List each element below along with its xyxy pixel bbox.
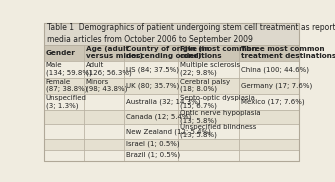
Text: Adult
(126; 56.3%): Adult (126; 56.3%) [86, 62, 131, 76]
Bar [239, 94, 299, 110]
Text: Gender: Gender [46, 50, 76, 56]
Text: Country of origin (in
descending order): Country of origin (in descending order) [126, 46, 209, 59]
Bar [178, 150, 239, 161]
Bar [44, 78, 84, 94]
Text: Age (adult
versus minor): Age (adult versus minor) [86, 46, 143, 59]
Bar [124, 150, 178, 161]
Text: Multiple sclerosis
(22; 9.8%): Multiple sclerosis (22; 9.8%) [180, 62, 240, 76]
Bar [239, 139, 299, 150]
Text: Australia (32; 14.3%): Australia (32; 14.3%) [126, 99, 200, 105]
Text: Optic nerve hypoplasia
(13; 5.8%): Optic nerve hypoplasia (13; 5.8%) [180, 110, 261, 124]
Text: Male
(134; 59.8%): Male (134; 59.8%) [46, 62, 91, 76]
Bar [44, 94, 84, 110]
Bar [239, 78, 299, 94]
Bar [84, 150, 124, 161]
Bar [84, 78, 124, 94]
Text: China (100; 44.6%): China (100; 44.6%) [241, 66, 309, 73]
Text: Canada (12; 5.4%): Canada (12; 5.4%) [126, 114, 191, 120]
Bar [44, 139, 84, 150]
Text: Mexico (17; 7.6%): Mexico (17; 7.6%) [241, 99, 304, 105]
Bar [239, 124, 299, 139]
Bar [84, 94, 124, 110]
Bar [84, 45, 124, 62]
Text: Female
(87; 38.8%): Female (87; 38.8%) [46, 79, 87, 92]
Text: Septo-optic dysplasia
(15; 6.7%): Septo-optic dysplasia (15; 6.7%) [180, 95, 255, 109]
Text: Five most common
conditions: Five most common conditions [180, 46, 257, 59]
Text: Unspecified blindness
(13; 5.8%): Unspecified blindness (13; 5.8%) [180, 124, 257, 138]
Bar [44, 45, 84, 62]
Text: Minors
(98; 43.8%): Minors (98; 43.8%) [86, 79, 127, 92]
Bar [178, 78, 239, 94]
Bar [178, 124, 239, 139]
Bar [178, 110, 239, 124]
Bar [44, 124, 84, 139]
Bar [84, 62, 124, 78]
Bar [239, 62, 299, 78]
Text: Three most common
treatment destinations: Three most common treatment destinations [241, 46, 335, 59]
Bar [124, 94, 178, 110]
Bar [178, 45, 239, 62]
Bar [124, 124, 178, 139]
Bar [44, 62, 84, 78]
Text: Israel (1; 0.5%): Israel (1; 0.5%) [126, 141, 179, 147]
Text: Brazil (1; 0.5%): Brazil (1; 0.5%) [126, 152, 180, 158]
Bar [84, 124, 124, 139]
Bar [84, 110, 124, 124]
Bar [44, 23, 299, 45]
Bar [124, 62, 178, 78]
Bar [44, 150, 84, 161]
Text: UK (80; 35.7%): UK (80; 35.7%) [126, 82, 179, 89]
Text: Unspecified
(3; 1.3%): Unspecified (3; 1.3%) [46, 95, 87, 109]
Text: US (84; 37.5%): US (84; 37.5%) [126, 66, 179, 73]
Bar [178, 94, 239, 110]
Bar [239, 45, 299, 62]
Text: Germany (17; 7.6%): Germany (17; 7.6%) [241, 82, 312, 89]
Bar [239, 110, 299, 124]
Bar [124, 110, 178, 124]
Text: Cerebral palsy
(18; 8.0%): Cerebral palsy (18; 8.0%) [180, 79, 230, 92]
Bar [84, 139, 124, 150]
Bar [44, 110, 84, 124]
Bar [239, 150, 299, 161]
Bar [124, 45, 178, 62]
Bar [124, 139, 178, 150]
Text: Table 1  Demographics of patient undergoing stem cell treatment as reported in n: Table 1 Demographics of patient undergoi… [47, 23, 335, 44]
Text: New Zealand (12; 5.4%): New Zealand (12; 5.4%) [126, 128, 210, 134]
Bar [178, 139, 239, 150]
Bar [124, 78, 178, 94]
Bar [178, 62, 239, 78]
